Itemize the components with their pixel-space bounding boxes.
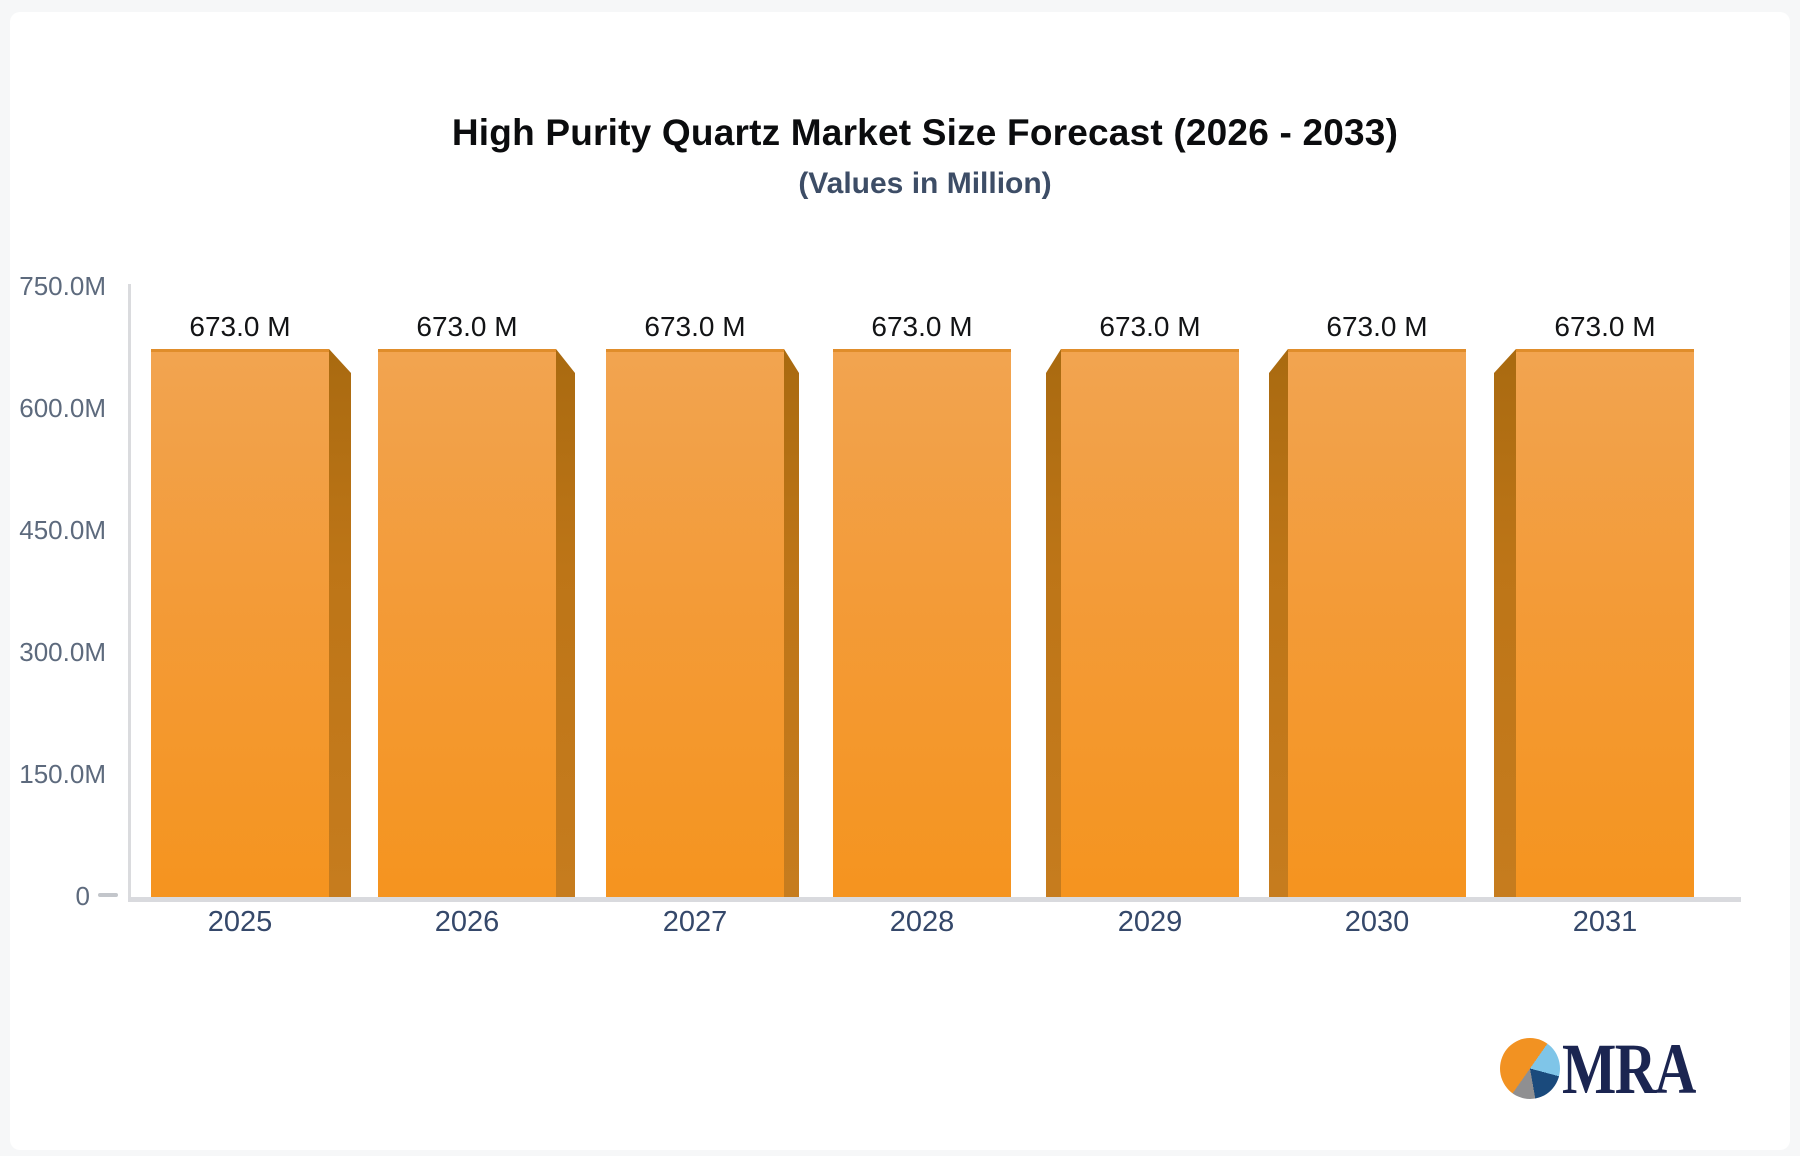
bar-value-label: 673.0 M <box>644 311 746 342</box>
bar-group-2028: 673.0 M 2028 <box>833 311 1011 938</box>
bar-group-2026: 673.0 M 2026 <box>378 311 575 938</box>
y-axis-line <box>128 284 131 897</box>
bar-value-label: 673.0 M <box>871 311 973 342</box>
brand-logo: MRA <box>1500 1028 1728 1109</box>
x-axis-label: 2030 <box>1344 906 1410 938</box>
bar-2031 <box>1516 349 1694 897</box>
bar-group-2031: 673.0 M 2031 <box>1494 311 1694 938</box>
bar-group-2030: 673.0 M 2030 <box>1269 311 1466 938</box>
y-axis-tick-label: 600.0M <box>19 393 106 423</box>
pie-chart-logo-icon <box>1500 1038 1560 1099</box>
bar-value-label: 673.0 M <box>1326 311 1428 342</box>
x-axis-baseline <box>128 897 1741 902</box>
bar-side-face <box>1046 349 1061 897</box>
y-axis-tick-label: 450.0M <box>19 515 106 545</box>
bar-group-2029: 673.0 M 2029 <box>1046 311 1239 938</box>
y-axis-tick-label: 150.0M <box>19 759 106 789</box>
bar-group-2027: 673.0 M 2027 <box>606 311 799 938</box>
bar-2025 <box>151 349 329 897</box>
bar-value-label: 673.0 M <box>1554 311 1656 342</box>
x-axis-label: 2028 <box>889 906 955 938</box>
zero-tick-mark <box>98 893 118 897</box>
x-axis-label: 2029 <box>1117 906 1183 938</box>
x-axis-label: 2031 <box>1572 906 1638 938</box>
x-axis-label: 2025 <box>207 906 273 938</box>
bar-side-face <box>556 349 575 897</box>
bar-2029 <box>1061 349 1239 897</box>
bar-value-label: 673.0 M <box>189 311 291 342</box>
bar-side-face <box>1269 349 1288 897</box>
y-axis-tick-label: 0 <box>75 881 90 911</box>
bar-2028 <box>833 349 1011 897</box>
y-axis-tick-label: 750.0M <box>19 271 106 301</box>
bar-side-face <box>329 349 351 897</box>
bar-value-label: 673.0 M <box>1099 311 1201 342</box>
x-axis-label: 2026 <box>434 906 500 938</box>
y-axis-tick-label: 300.0M <box>19 637 106 667</box>
chart-title: High Purity Quartz Market Size Forecast … <box>451 112 1399 153</box>
bar-2027 <box>606 349 784 897</box>
bar-value-label: 673.0 M <box>416 311 518 342</box>
bar-2030 <box>1288 349 1466 897</box>
bar-side-face <box>784 349 799 897</box>
chart-subtitle: (Values in Million) <box>798 167 1052 200</box>
x-axis-label: 2027 <box>662 906 728 938</box>
logo-text: MRA <box>1562 1028 1696 1109</box>
bar-group-2025: 673.0 M 2025 <box>151 311 351 938</box>
bar-2026 <box>378 349 556 897</box>
bar-side-face <box>1494 349 1516 897</box>
